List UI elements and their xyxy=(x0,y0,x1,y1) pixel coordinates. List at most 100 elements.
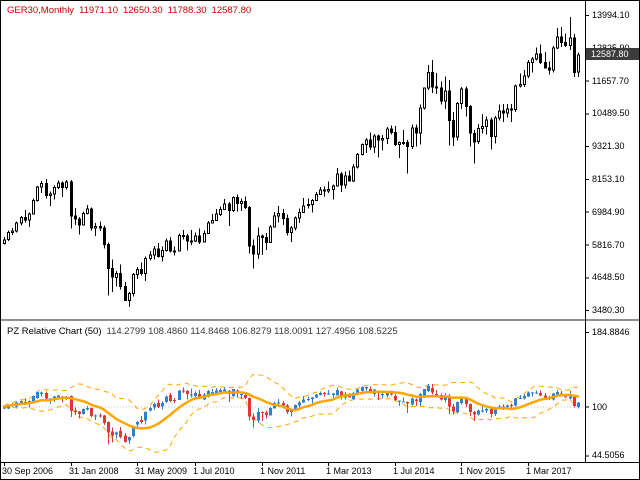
candle xyxy=(28,213,31,221)
indicator-candle xyxy=(244,395,247,398)
indicator-candle xyxy=(523,395,526,399)
current-price-badge: 12587.80 xyxy=(586,48,639,60)
indicator-candle xyxy=(427,386,430,392)
price-axis-label: 4648.50 xyxy=(592,272,625,283)
indicator-candle xyxy=(302,399,305,403)
indicator-name-label: PZ Relative Chart (50) xyxy=(7,326,102,337)
price-axis-label: 3480.30 xyxy=(592,305,625,316)
candle xyxy=(298,212,301,219)
time-axis-label: 31 Jan 2008 xyxy=(69,466,119,476)
candle xyxy=(415,127,418,134)
candle xyxy=(165,240,168,251)
indicator-candle xyxy=(165,396,168,402)
candle xyxy=(223,203,226,211)
indicator-candle xyxy=(369,389,372,392)
indicator-candle xyxy=(539,393,542,396)
time-axis[interactable]: 30 Sep 2006 31 Jan 2008 31 May 2009 1 Jul 2… xyxy=(1,462,639,479)
candle xyxy=(377,135,380,141)
indicator-candle xyxy=(182,390,185,392)
candle xyxy=(431,71,434,88)
indicator-candle xyxy=(144,412,147,421)
candle xyxy=(490,119,493,138)
indicator-candle xyxy=(40,392,43,394)
candle xyxy=(307,204,310,207)
candle xyxy=(290,227,293,233)
candle xyxy=(248,206,251,247)
indicator-candle xyxy=(128,437,131,441)
indicator-candle xyxy=(169,395,172,401)
candle xyxy=(265,236,268,244)
indicator-candle xyxy=(319,392,322,395)
indicator-candle xyxy=(452,406,455,412)
candle xyxy=(94,225,97,229)
candle xyxy=(240,200,243,205)
panel-separator-line xyxy=(1,319,639,321)
candle xyxy=(539,53,542,63)
candle xyxy=(190,240,193,243)
candle xyxy=(119,272,122,288)
candle xyxy=(456,103,459,138)
indicator-candle xyxy=(477,410,480,415)
candle xyxy=(394,131,397,145)
candle xyxy=(20,217,23,224)
candle xyxy=(552,47,555,71)
candle xyxy=(215,213,218,221)
candle xyxy=(103,227,106,246)
indicator-candle xyxy=(527,392,530,397)
indicator-candle xyxy=(20,401,23,404)
indicator-candle xyxy=(473,411,476,415)
candle xyxy=(481,126,484,129)
candle xyxy=(207,222,210,234)
candle xyxy=(169,240,172,252)
indicator-candle xyxy=(361,386,364,391)
indicator-candle xyxy=(336,390,339,396)
indicator-header: PZ Relative Chart (50) 114.2799 108.4860 … xyxy=(7,326,398,337)
candle xyxy=(186,235,189,242)
indicator-candle xyxy=(435,393,438,395)
candle xyxy=(361,143,364,156)
candle xyxy=(173,250,176,253)
indicator-candle xyxy=(124,435,127,442)
candle xyxy=(427,71,430,89)
candle xyxy=(74,215,77,220)
candle xyxy=(153,248,156,256)
candle xyxy=(523,75,526,85)
candle xyxy=(65,181,68,188)
candle xyxy=(510,108,513,111)
price-axis[interactable]: 12587.80 13994.10 12825.90 11657.70 10489.5… xyxy=(585,1,639,462)
candle xyxy=(161,249,164,257)
indicator-candle xyxy=(465,398,468,405)
candle xyxy=(323,189,326,192)
candle xyxy=(498,110,501,119)
indicator-candle xyxy=(564,396,567,398)
indicator-candle xyxy=(531,392,534,394)
indicator-candle xyxy=(315,394,318,398)
candle xyxy=(469,106,472,134)
indicator-candle xyxy=(282,403,285,406)
candle xyxy=(311,199,314,205)
candle xyxy=(257,235,260,255)
indicator-candle xyxy=(411,398,414,405)
candle xyxy=(219,209,222,215)
indicator-candle xyxy=(307,399,310,400)
candle xyxy=(70,181,73,217)
indicator-candle xyxy=(573,397,576,407)
candle xyxy=(535,53,538,60)
indicator-candle xyxy=(494,408,497,414)
candle xyxy=(228,203,231,212)
price-axis-label: 8153.10 xyxy=(592,173,625,184)
indicator-candle xyxy=(406,402,409,404)
indicator-candle xyxy=(485,408,488,411)
time-axis-label: 1 Nov 2011 xyxy=(260,466,306,476)
close-value: 12587.80 xyxy=(211,5,252,16)
indicator-candle xyxy=(423,389,426,396)
indicator-candle xyxy=(535,392,538,394)
indicator-candle xyxy=(265,412,268,415)
indicator-candle xyxy=(514,398,517,406)
candle xyxy=(24,217,27,221)
candle xyxy=(506,108,509,114)
candle xyxy=(90,208,93,229)
indicator-candle xyxy=(215,390,218,394)
indicator-candle xyxy=(45,393,48,399)
